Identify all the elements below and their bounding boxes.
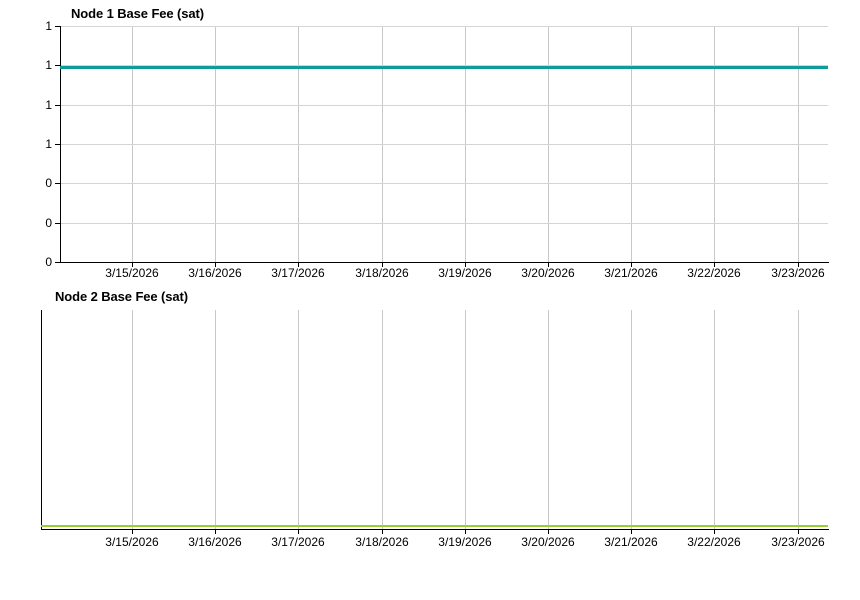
gridline-vertical xyxy=(382,310,383,529)
x-axis-label: 3/22/2026 xyxy=(687,535,741,549)
gridline-horizontal xyxy=(60,65,828,66)
x-axis-label: 3/19/2026 xyxy=(438,266,492,280)
data-series-line xyxy=(60,66,828,69)
x-axis-label: 3/20/2026 xyxy=(521,266,575,280)
y-axis-line xyxy=(60,26,61,263)
gridline-vertical xyxy=(798,310,799,529)
x-axis-label: 3/18/2026 xyxy=(355,266,409,280)
x-axis-tick xyxy=(798,262,799,267)
y-axis-tick xyxy=(55,26,60,27)
gridline-horizontal xyxy=(60,144,828,145)
y-axis-tick xyxy=(55,65,60,66)
y-axis-label: 0 xyxy=(45,216,52,230)
y-axis-label: 1 xyxy=(45,137,52,151)
x-axis-tick xyxy=(714,529,715,534)
y-axis-tick xyxy=(55,183,60,184)
x-axis-tick xyxy=(548,262,549,267)
x-axis-label: 3/21/2026 xyxy=(604,535,658,549)
x-axis-tick xyxy=(215,529,216,534)
x-axis-tick xyxy=(215,262,216,267)
y-axis-line xyxy=(41,310,42,530)
x-axis-label: 3/16/2026 xyxy=(188,266,242,280)
y-axis-label: 1 xyxy=(45,58,52,72)
x-axis-tick xyxy=(465,529,466,534)
x-axis-tick xyxy=(548,529,549,534)
x-axis-label: 3/23/2026 xyxy=(771,535,825,549)
x-axis-label: 3/21/2026 xyxy=(604,266,658,280)
x-axis-label: 3/22/2026 xyxy=(687,266,741,280)
x-axis-label: 3/19/2026 xyxy=(438,535,492,549)
gridline-vertical xyxy=(215,310,216,529)
x-axis-label: 3/17/2026 xyxy=(271,266,325,280)
chart-1-plot-area: 3/15/2026 3/16/2026 3/17/2026 3/18/2026 3/19… xyxy=(45,20,829,279)
x-axis-tick xyxy=(714,262,715,267)
x-axis-tick xyxy=(631,529,632,534)
gridline-horizontal xyxy=(60,183,828,184)
gridline-vertical xyxy=(465,310,466,529)
gridline-vertical xyxy=(132,310,133,529)
x-axis-tick xyxy=(132,262,133,267)
x-axis-tick xyxy=(298,262,299,267)
chart-1-title: Node 1 Base Fee (sat) xyxy=(71,6,205,21)
chart-panel-node-2: Node 2 Base Fee (sat) 3/15/2026 3/16/2026… xyxy=(0,280,860,600)
x-axis-label: 3/15/2026 xyxy=(105,266,159,280)
y-axis-label: 1 xyxy=(45,19,52,33)
gridline-vertical xyxy=(548,310,549,529)
x-axis-label: 3/23/2026 xyxy=(771,266,825,280)
x-axis-label: 3/16/2026 xyxy=(188,535,242,549)
gridline-vertical xyxy=(631,310,632,529)
x-axis-tick xyxy=(465,262,466,267)
y-axis-tick xyxy=(55,223,60,224)
x-axis-line xyxy=(60,262,829,263)
y-axis-label: 0 xyxy=(45,255,52,269)
gridline-horizontal xyxy=(60,223,828,224)
y-axis-tick xyxy=(55,144,60,145)
y-axis-label: 1 xyxy=(45,98,52,112)
x-axis-tick xyxy=(798,529,799,534)
gridline-horizontal xyxy=(60,26,828,27)
chart-panel-node-1: Node 1 Base Fee (sat) 3/15/2026 3/16/2026… xyxy=(0,0,860,280)
x-axis-label: 3/20/2026 xyxy=(521,535,575,549)
x-axis-label: 3/18/2026 xyxy=(355,535,409,549)
x-axis-tick xyxy=(382,529,383,534)
x-axis-tick xyxy=(631,262,632,267)
data-series-line xyxy=(41,525,828,527)
x-axis-tick xyxy=(298,529,299,534)
gridline-vertical xyxy=(298,310,299,529)
gridline-horizontal xyxy=(60,105,828,106)
x-axis-tick xyxy=(382,262,383,267)
gridline-vertical xyxy=(714,310,715,529)
x-axis-label: 3/17/2026 xyxy=(271,535,325,549)
x-axis-tick xyxy=(132,529,133,534)
x-axis-label: 3/15/2026 xyxy=(105,535,159,549)
chart-2-plot-area: 3/15/2026 3/16/2026 3/17/2026 3/18/2026 3/19… xyxy=(41,310,829,548)
y-axis-tick xyxy=(55,262,60,263)
y-axis-label: 0 xyxy=(45,176,52,190)
chart-2-title: Node 2 Base Fee (sat) xyxy=(55,289,189,304)
x-axis-line xyxy=(41,529,829,530)
y-axis-tick xyxy=(55,105,60,106)
